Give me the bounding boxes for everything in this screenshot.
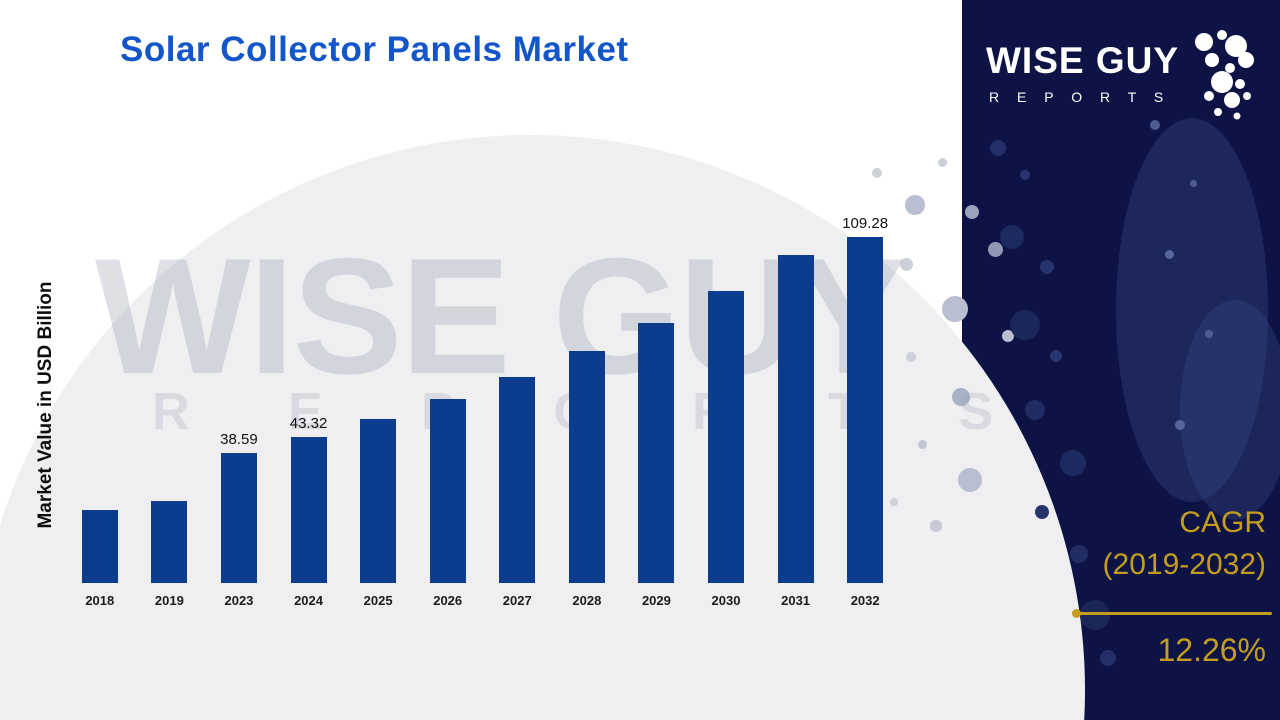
bar-2028 [568, 351, 605, 583]
brand-name: WISE GUY [986, 40, 1180, 81]
decor-dot [988, 242, 1003, 257]
bar-slot [413, 215, 483, 583]
decor-dot [965, 205, 979, 219]
decor-dot [900, 258, 913, 271]
decor-dot [1060, 450, 1086, 476]
brand-logo: WISE GUY R E P O R T S [986, 40, 1179, 105]
decor-dot [1020, 170, 1030, 180]
bar-slot [622, 215, 692, 583]
bar-2029 [638, 322, 675, 583]
bar-slot: 43.32 [274, 215, 344, 583]
cagr-range: (2019-2032) [1102, 548, 1266, 581]
decor-dot [1165, 250, 1174, 259]
decor-dot [1205, 330, 1213, 338]
decor-dot [1190, 180, 1197, 187]
logo-face-dots-icon [1195, 30, 1254, 120]
face-silhouette [1180, 300, 1280, 520]
decor-dot [1050, 350, 1062, 362]
x-axis-label: 2023 [224, 593, 254, 608]
decor-dot [952, 388, 970, 406]
cagr-divider [1072, 609, 1272, 618]
x-axis-label: 2031 [781, 593, 811, 608]
bar-2031 [777, 255, 814, 583]
bar-value-label: 43.32 [289, 415, 328, 433]
x-axis-label: 2026 [433, 593, 463, 608]
bar-2024 [290, 437, 327, 583]
decor-dot [872, 168, 882, 178]
decor-dot [918, 440, 927, 449]
x-axis-label: 2028 [572, 593, 602, 608]
bar-2027 [499, 376, 536, 583]
decor-dot [930, 520, 942, 532]
bar-slot [552, 215, 622, 583]
bar-2018 [81, 509, 118, 583]
bar-slot [343, 215, 413, 583]
bar-slot: 109.28 [830, 215, 900, 583]
cagr-label: CAGR [1179, 506, 1266, 539]
bar-2025 [360, 419, 397, 583]
decor-dot [1175, 420, 1185, 430]
x-axis-label: 2019 [154, 593, 184, 608]
decor-dot [1002, 330, 1014, 342]
x-axis-label: 2018 [85, 593, 115, 608]
decor-dot [1080, 600, 1110, 630]
decor-dot [938, 158, 947, 167]
brand-sub: R E P O R T S [989, 89, 1171, 105]
bar-value-label: 109.28 [842, 215, 889, 232]
bar-slot [65, 215, 135, 583]
bar-2019 [151, 501, 188, 583]
x-axis-label: 2025 [363, 593, 393, 608]
bar-2032 [847, 237, 884, 583]
x-axis-label: 2030 [711, 593, 741, 608]
bar-slot [761, 215, 831, 583]
bar-chart: 38.59 43.32 109.28 [65, 215, 900, 583]
decor-dot [890, 498, 898, 506]
x-axis-label: 2032 [850, 593, 880, 608]
x-axis-label: 2024 [294, 593, 323, 608]
decor-dot [1040, 260, 1054, 274]
decor-dot [905, 195, 925, 215]
x-axis-labels: 2018 2019 2023 2024 2025 2026 2027 2028 2029 2030… [65, 593, 900, 608]
cagr-block: CAGR (2019-2032) [1103, 506, 1266, 582]
decor-dot [1035, 505, 1049, 519]
bar-slot [135, 215, 205, 583]
decor-dot [1025, 400, 1045, 420]
bar-slot: 38.59 [204, 215, 274, 583]
decor-dot [1010, 310, 1040, 340]
bar-slot [482, 215, 552, 583]
bar-2023 [220, 453, 257, 583]
decor-dot [942, 296, 968, 322]
page-title: Solar Collector Panels Market [120, 30, 629, 69]
decor-dot [958, 468, 982, 492]
decor-dot [1070, 545, 1088, 563]
x-axis-label: 2029 [641, 593, 671, 608]
bar-value-label: 38.59 [220, 431, 258, 448]
cagr-value: 12.26% [1157, 632, 1266, 668]
decor-dot [906, 352, 916, 362]
decor-dot [1150, 120, 1160, 130]
bar-slot [691, 215, 761, 583]
bar-2030 [707, 291, 744, 583]
x-axis-label: 2027 [502, 593, 532, 608]
decor-dot [1000, 225, 1024, 249]
decor-dot [990, 140, 1006, 156]
decor-dot [1100, 650, 1116, 666]
y-axis-label: Market Value in USD Billion [35, 281, 56, 529]
bar-2026 [429, 399, 466, 583]
